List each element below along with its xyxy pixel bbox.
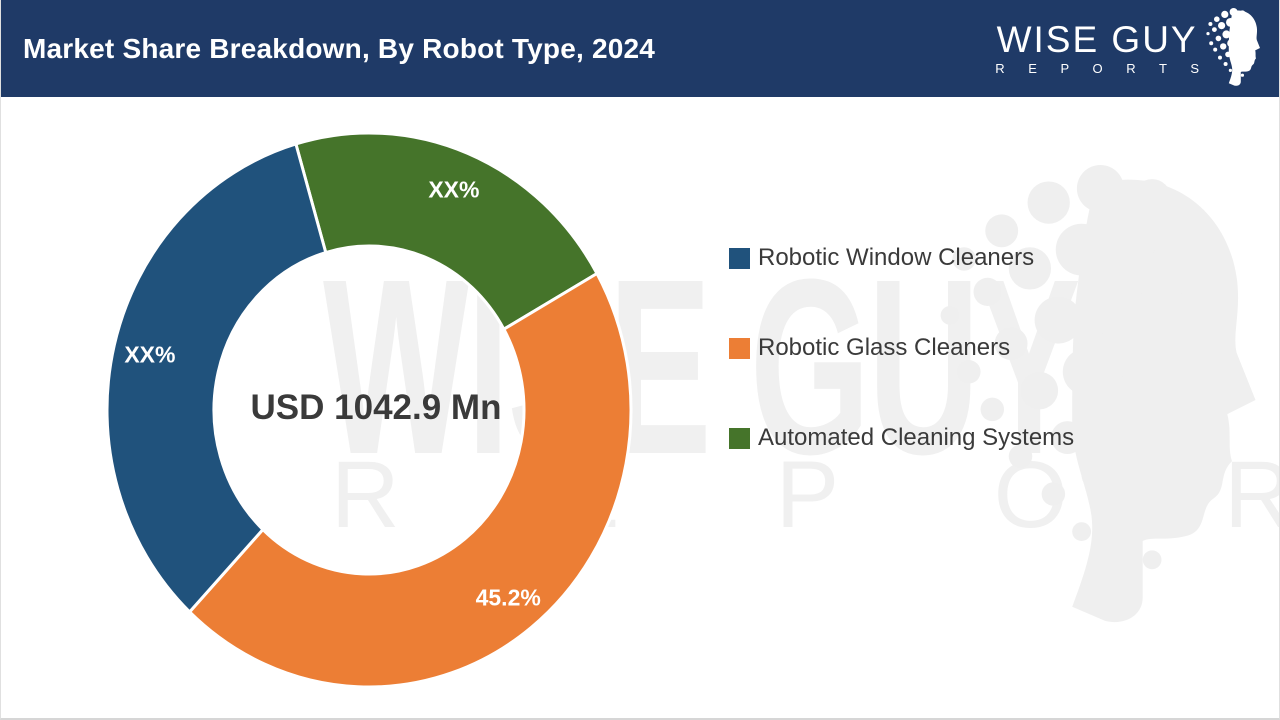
legend-item-automated-cleaning-systems: Automated Cleaning Systems [729,424,1075,451]
header-bar: Market Share Breakdown, By Robot Type, 2… [1,0,1279,97]
legend-label: Robotic Glass Cleaners [758,334,1011,361]
slice-label: XX% [428,176,479,202]
brand-wordmark: WISE GUY R E P O R T S [995,21,1199,75]
chart-legend: Robotic Window Cleaners Robotic Glass Cl… [729,244,1075,515]
legend-swatch-blue [729,247,750,269]
donut-slice-robotic-window-cleaners [105,142,328,614]
brand-subtitle: R E P O R T S [995,61,1209,76]
watermark-wordmark: WISE GUY [323,227,1081,506]
chart-center-value: USD 1042.9 Mn [250,388,502,427]
brand-name: WISE GUY [996,19,1198,60]
slice-label: XX% [124,341,175,367]
donut-slice-automated-cleaning-systems [294,131,599,331]
legend-label: Robotic Window Cleaners [758,244,1035,271]
legend-swatch-green [729,427,750,449]
slice-label: 45.2% [476,584,541,610]
brand-face-icon [1206,8,1260,86]
legend-swatch-orange [729,337,750,359]
legend-label: Automated Cleaning Systems [758,424,1075,451]
brand-logo: WISE GUY R E P O R T S [995,8,1263,88]
page-title: Market Share Breakdown, By Robot Type, 2… [23,32,656,64]
donut-slice-robotic-glass-cleaners [188,272,633,689]
legend-item-robotic-window-cleaners: Robotic Window Cleaners [729,244,1074,271]
legend-item-robotic-glass-cleaners: Robotic Glass Cleaners [729,334,1074,361]
